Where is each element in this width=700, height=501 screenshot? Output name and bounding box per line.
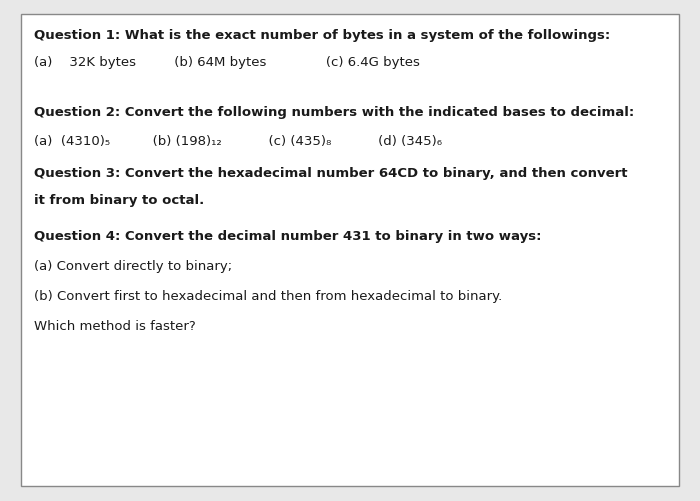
Text: Question 3: Convert the hexadecimal number 64CD to binary, and then convert: Question 3: Convert the hexadecimal numb…	[34, 166, 627, 179]
Text: Question 2: Convert the following numbers with the indicated bases to decimal:: Question 2: Convert the following number…	[34, 106, 634, 119]
Text: Question 4: Convert the decimal number 431 to binary in two ways:: Question 4: Convert the decimal number 4…	[34, 230, 541, 243]
Text: Which method is faster?: Which method is faster?	[34, 319, 195, 332]
Text: (b) Convert first to hexadecimal and then from hexadecimal to binary.: (b) Convert first to hexadecimal and the…	[34, 289, 502, 302]
Text: (a)  (4310)₅          (b) (198)₁₂           (c) (435)₈           (d) (345)₆: (a) (4310)₅ (b) (198)₁₂ (c) (435)₈ (d) (…	[34, 135, 442, 148]
Text: (a) Convert directly to binary;: (a) Convert directly to binary;	[34, 259, 232, 272]
Text: it from binary to octal.: it from binary to octal.	[34, 194, 204, 207]
Text: Question 1: What is the exact number of bytes in a system of the followings:: Question 1: What is the exact number of …	[34, 29, 610, 42]
Text: (a)    32K bytes         (b) 64M bytes              (c) 6.4G bytes: (a) 32K bytes (b) 64M bytes (c) 6.4G byt…	[34, 56, 419, 69]
